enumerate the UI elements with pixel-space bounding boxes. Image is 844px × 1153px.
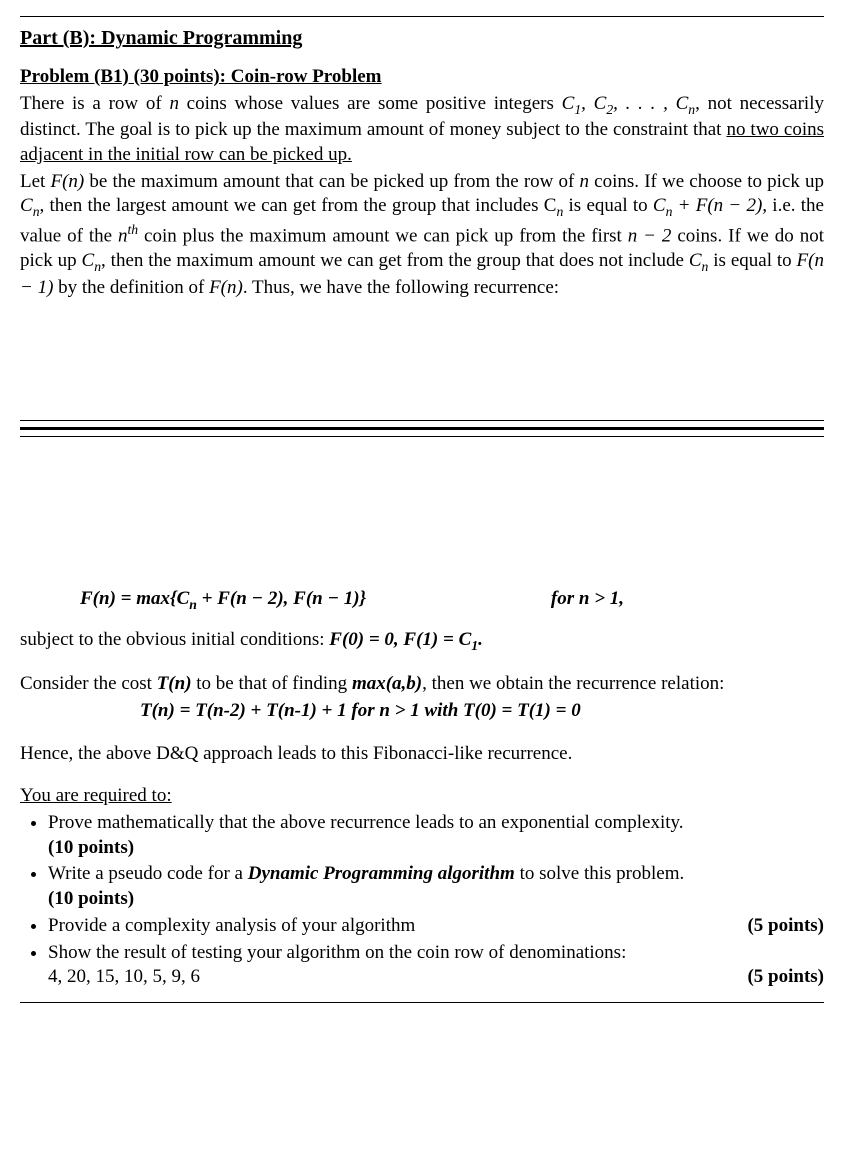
var-maxab: max(a,b): [352, 673, 422, 694]
problem-description: There is a row of n coins whose values a…: [20, 92, 824, 168]
sep-thick: [20, 427, 824, 430]
init-cond: F(0) = 0, F(1) = C1.: [329, 629, 483, 650]
dots: , . . . , C: [613, 93, 688, 114]
comma: , C: [581, 93, 606, 114]
var-c1: C: [562, 93, 575, 114]
text: . Thus, we have the following recurrence…: [243, 277, 559, 298]
req-points: (5 points): [747, 965, 824, 990]
text: coin plus the maximum amount we can pick…: [138, 225, 628, 246]
req-points: (10 points): [48, 837, 134, 858]
req-text: Provide a complexity analysis of your al…: [48, 915, 415, 936]
req-points: (10 points): [48, 888, 134, 909]
var-cn4: C: [689, 250, 702, 271]
sub-n: n: [94, 259, 101, 274]
recurrence-formula: F(n) = max{Cn + F(n − 2), F(n − 1)} for …: [20, 587, 824, 614]
text: is equal to: [563, 195, 653, 216]
text: , then the maximum amount we can get fro…: [101, 250, 689, 271]
requirements-title: You are required to:: [20, 784, 824, 809]
text: subject to the obvious initial condition…: [20, 629, 329, 650]
req-values: 4, 20, 15, 10, 5, 9, 6: [48, 966, 200, 987]
text: Consider the cost: [20, 673, 157, 694]
text: by the definition of: [53, 277, 209, 298]
var-tn: T(n): [157, 673, 192, 694]
text: , then the largest amount we can get fro…: [40, 195, 544, 216]
problem-title: Problem (B1) (30 points): Coin-row Probl…: [20, 65, 824, 90]
requirements-list: Prove mathematically that the above recu…: [20, 811, 824, 990]
text: coins whose values are some positive int…: [179, 93, 562, 114]
problem-explanation: Let F(n) be the maximum amount that can …: [20, 170, 824, 301]
formula-condition: for n > 1,: [551, 587, 624, 612]
text: Let: [20, 171, 50, 192]
text: is equal to: [708, 250, 796, 271]
req-text: Write a pseudo code for a: [48, 863, 248, 884]
cost-consideration: Consider the cost T(n) to be that of fin…: [20, 672, 824, 697]
hence-statement: Hence, the above D&Q approach leads to t…: [20, 742, 824, 767]
expr-cn-fn2: Cn + F(n − 2),: [653, 195, 767, 216]
formula-main: F(n) = max{Cn + F(n − 2), F(n − 1)}: [80, 587, 366, 614]
var-nm2: n − 2: [628, 225, 672, 246]
text: to be that of finding: [192, 673, 352, 694]
var-fn: F(n): [50, 171, 84, 192]
text: There is a row of: [20, 93, 169, 114]
var-cn3: C: [82, 250, 95, 271]
requirement-3: Provide a complexity analysis of your al…: [48, 914, 824, 939]
time-recurrence: T(n) = T(n-2) + T(n-1) + 1 for n > 1 wit…: [140, 699, 824, 724]
var-n: n: [580, 171, 590, 192]
requirement-1: Prove mathematically that the above recu…: [48, 811, 824, 860]
sub-n: n: [33, 204, 40, 219]
initial-conditions: subject to the obvious initial condition…: [20, 628, 824, 655]
page-separator: [20, 420, 824, 437]
req-text: Prove mathematically that the above recu…: [48, 812, 684, 833]
var-fn2: F(n): [209, 277, 243, 298]
var-n: n: [169, 93, 179, 114]
var-cn: C: [20, 195, 33, 216]
req-text: Show the result of testing your algorith…: [48, 942, 626, 963]
top-rule: [20, 16, 824, 17]
text: be the maximum amount that can be picked…: [84, 171, 579, 192]
sep-thin-bottom: [20, 436, 824, 437]
req-text: to solve this problem.: [515, 863, 684, 884]
sep-thin-top: [20, 420, 824, 421]
req-points: (5 points): [747, 914, 824, 939]
var-cn2: C: [544, 195, 557, 216]
part-title: Part (B): Dynamic Programming: [20, 25, 824, 51]
dp-algo: Dynamic Programming algorithm: [248, 863, 515, 884]
sup-th: th: [127, 222, 138, 237]
text: coins. If we choose to pick up: [589, 171, 824, 192]
requirement-4: Show the result of testing your algorith…: [48, 941, 824, 990]
requirement-2: Write a pseudo code for a Dynamic Progra…: [48, 862, 824, 911]
bottom-rule: [20, 1002, 824, 1003]
text: , then we obtain the recurrence relation…: [422, 673, 724, 694]
